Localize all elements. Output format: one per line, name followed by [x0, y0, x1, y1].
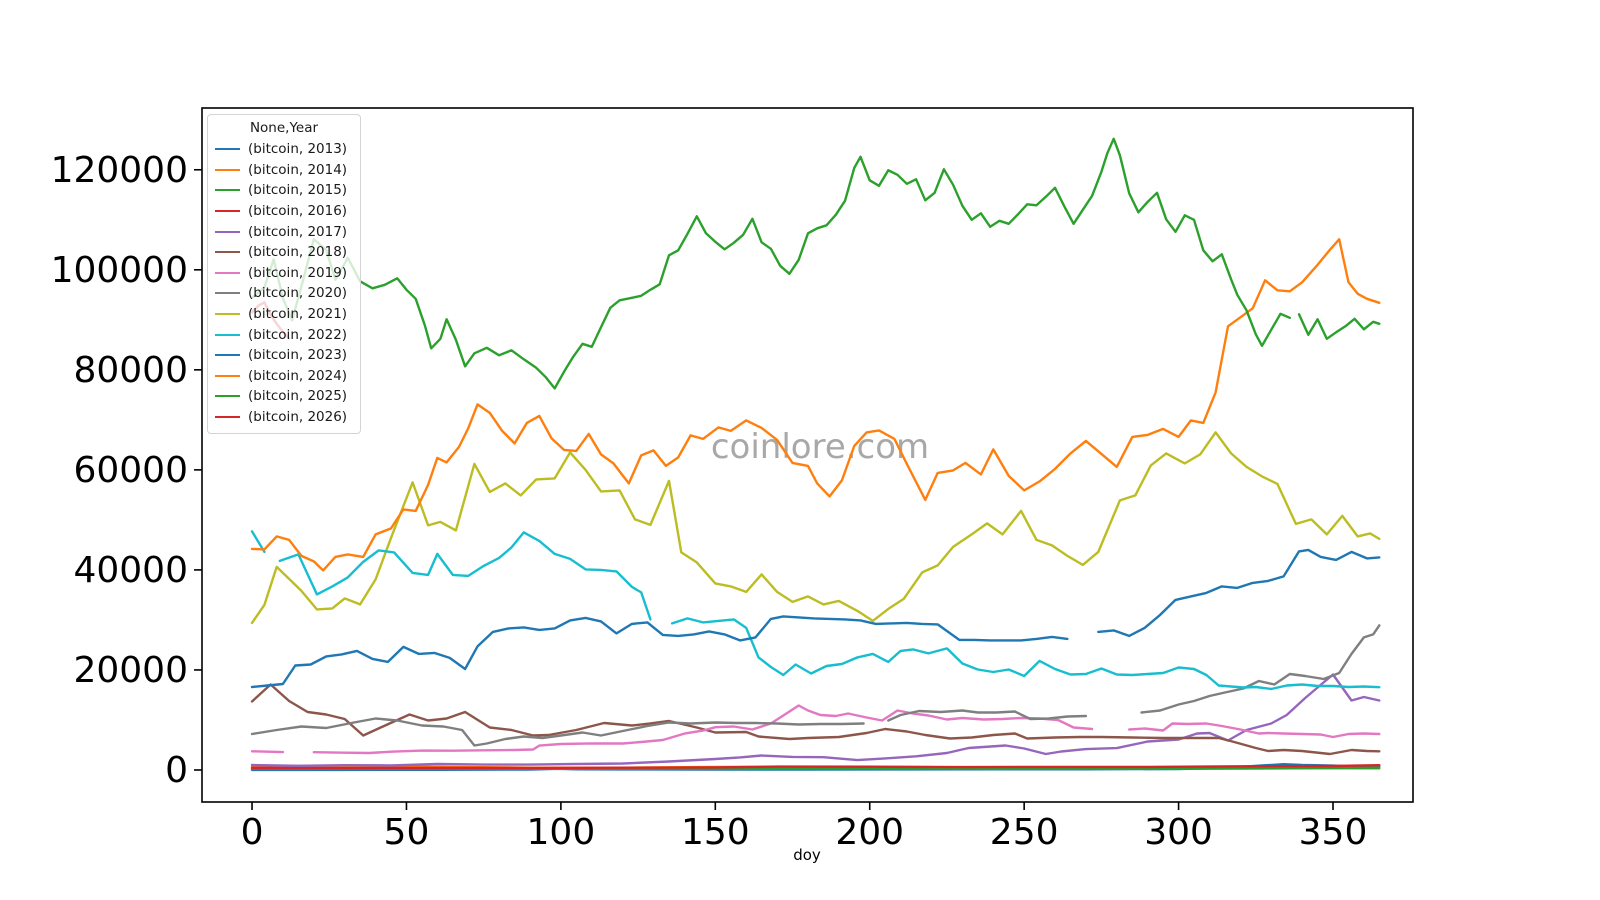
- legend-entry-label: (bitcoin, 2025): [248, 388, 348, 405]
- series-line-2024: [250, 238, 1381, 572]
- legend-entry-label: (bitcoin, 2024): [248, 367, 348, 384]
- series-line-2023: [250, 615, 1069, 689]
- legend-entry-2015: (bitcoin, 2015): [208, 180, 360, 201]
- legend-entry-2013: (bitcoin, 2013): [208, 139, 360, 160]
- legend-entry-2020: (bitcoin, 2020): [208, 283, 360, 304]
- series-layer: [250, 137, 1381, 772]
- legend-entry-2017: (bitcoin, 2017): [208, 221, 360, 242]
- x-axis-tick-label: 350: [1299, 812, 1368, 853]
- series-line-2020: [250, 717, 865, 747]
- y-axis-tick-label: 80000: [73, 350, 188, 391]
- series-line-2023: [1097, 548, 1381, 638]
- legend-entry-label: (bitcoin, 2023): [248, 347, 348, 364]
- x-axis-tick-label: 100: [527, 812, 596, 853]
- series-line-2025: [1297, 313, 1381, 340]
- legend-entry-2022: (bitcoin, 2022): [208, 324, 360, 345]
- legend-line-swatch: [215, 416, 240, 419]
- legend-entry-label: (bitcoin, 2018): [248, 244, 348, 261]
- legend-entry-label: (bitcoin, 2017): [248, 223, 348, 240]
- x-axis-label: doy: [793, 846, 821, 864]
- plot-frame: [201, 107, 1414, 803]
- legend-entry-label: (bitcoin, 2022): [248, 326, 348, 343]
- legend-entry-2025: (bitcoin, 2025): [208, 386, 360, 407]
- legend-entry-label: (bitcoin, 2020): [248, 285, 348, 302]
- legend-line-swatch: [215, 374, 240, 377]
- legend-line-swatch: [215, 354, 240, 357]
- legend-entry-label: (bitcoin, 2026): [248, 409, 348, 426]
- y-axis-tick-label: 20000: [73, 650, 188, 691]
- legend-entry-2023: (bitcoin, 2023): [208, 345, 360, 366]
- legend-entry-2016: (bitcoin, 2016): [208, 201, 360, 222]
- x-axis-tick-label: 250: [990, 812, 1059, 853]
- legend-line-swatch: [215, 148, 240, 151]
- series-line-2019: [250, 750, 285, 754]
- series-line-2020: [887, 709, 1088, 722]
- legend-entry-2019: (bitcoin, 2019): [208, 263, 360, 284]
- legend-line-swatch: [215, 189, 240, 192]
- legend-entry-label: (bitcoin, 2014): [248, 161, 348, 178]
- legend-line-swatch: [215, 210, 240, 213]
- legend: None,Year (bitcoin, 2013) (bitcoin, 2014)…: [207, 114, 361, 435]
- x-axis-tick-label: 0: [241, 812, 264, 853]
- y-axis-tick-label: 120000: [51, 150, 188, 191]
- x-axis-tick-label: 50: [384, 812, 430, 853]
- tick-layer: 0 50 100 150 200 250 300 350 0 20000 40000 60000 800…: [51, 150, 1368, 853]
- legend-line-swatch: [215, 333, 240, 336]
- legend-line-swatch: [215, 230, 240, 233]
- series-line-2022: [670, 617, 1381, 691]
- x-axis-tick-label: 300: [1144, 812, 1213, 853]
- y-axis-tick-label: 100000: [51, 250, 188, 291]
- legend-entry-2018: (bitcoin, 2018): [208, 242, 360, 263]
- series-line-2020: [1140, 624, 1381, 714]
- watermark: coinlore.com: [711, 427, 929, 467]
- legend-entry-label: (bitcoin, 2015): [248, 182, 348, 199]
- legend-entry-2026: (bitcoin, 2026): [208, 407, 360, 428]
- legend-line-swatch: [215, 292, 240, 295]
- legend-entry-label: (bitcoin, 2019): [248, 264, 348, 281]
- legend-entry-2021: (bitcoin, 2021): [208, 304, 360, 325]
- series-line-2018: [250, 683, 1381, 756]
- series-line-2017: [250, 673, 1381, 767]
- legend-entry-label: (bitcoin, 2021): [248, 306, 348, 323]
- legend-title: None,Year: [249, 120, 319, 136]
- y-axis-tick-label: 60000: [73, 450, 188, 491]
- legend-line-swatch: [215, 251, 240, 254]
- series-line-2016: [250, 764, 1381, 770]
- legend-entry-label: (bitcoin, 2016): [248, 203, 348, 220]
- legend-entry-2014: (bitcoin, 2014): [208, 160, 360, 181]
- y-axis-tick-label: 0: [165, 750, 188, 791]
- y-axis-tick-label: 40000: [73, 550, 188, 591]
- legend-entry-label: (bitcoin, 2013): [248, 141, 348, 158]
- legend-line-swatch: [215, 168, 240, 171]
- legend-entry-2024: (bitcoin, 2024): [208, 366, 360, 387]
- x-axis-tick-label: 150: [681, 812, 750, 853]
- series-line-2021: [250, 431, 1381, 625]
- x-axis-tick-label: 200: [835, 812, 904, 853]
- legend-line-swatch: [215, 313, 240, 316]
- legend-line-swatch: [215, 395, 240, 398]
- legend-rows: (bitcoin, 2013) (bitcoin, 2014) (bitcoin, …: [208, 139, 360, 427]
- series-line-2019: [1127, 722, 1381, 739]
- legend-line-swatch: [215, 271, 240, 274]
- series-line-2025: [250, 137, 1292, 390]
- series-line-2022: [278, 531, 652, 621]
